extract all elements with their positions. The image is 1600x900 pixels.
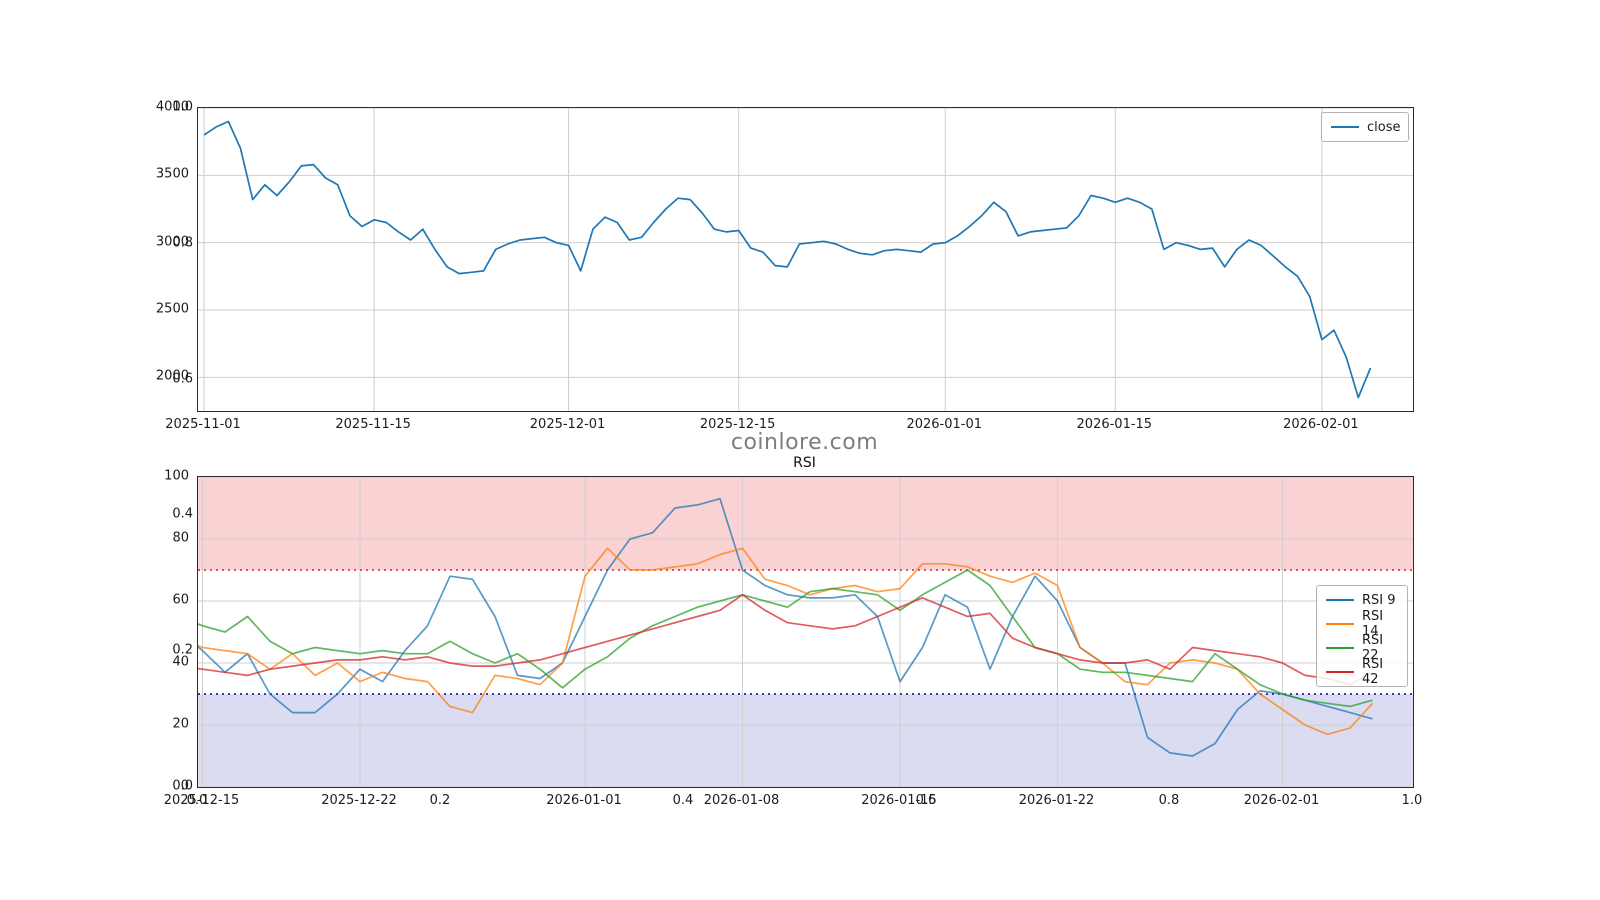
overlay-y-tick-label: 0.2 [172, 642, 193, 658]
close-price-chart [197, 107, 1414, 412]
overlay-y-tick-label: 0.4 [172, 506, 193, 522]
x-tick-label: 2026-01-15 [861, 793, 937, 808]
overlay-x-tick-label: 0.4 [672, 793, 694, 808]
y-tick-label: 0 [180, 778, 189, 794]
rsi9-legend-label: RSI 9 [1362, 592, 1396, 608]
watermark: coinlore.com [730, 430, 879, 455]
rsi-chart [197, 476, 1414, 788]
y-tick-label: 80 [172, 530, 189, 546]
rsi-legend: RSI 9 RSI 14 RSI 22 RSI 42 [1316, 585, 1408, 687]
overlay-x-tick-label: 0.6 [915, 793, 937, 808]
y-tick-label: 60 [172, 592, 189, 608]
legend-item-rsi22: RSI 22 [1326, 633, 1398, 663]
rsi42-legend-label: RSI 42 [1362, 657, 1384, 687]
x-tick-label: 2026-02-01 [1283, 417, 1359, 432]
y-tick-label: 100 [164, 468, 189, 484]
overlay-y-tick-label: 0.0 [172, 778, 193, 794]
overlay-x-tick-label: 0.8 [1158, 793, 1180, 808]
rsi14-line-swatch [1326, 623, 1354, 625]
x-tick-label: 2025-12-01 [529, 417, 606, 432]
legend-item-close: close [1331, 117, 1401, 137]
x-tick-label: 2025-12-15 [699, 417, 776, 432]
rsi-chart-title: RSI [793, 455, 816, 471]
rsi22-line-swatch [1326, 647, 1354, 649]
x-tick-label: 2026-01-08 [703, 793, 780, 808]
overlay-y-tick-label: 0.6 [172, 371, 193, 387]
rsi9-line-swatch [1326, 599, 1354, 601]
rsi14-legend-label: RSI 14 [1362, 609, 1384, 639]
legend-item-rsi42: RSI 42 [1326, 657, 1398, 687]
overlay-x-tick-label: 1.0 [1401, 793, 1423, 808]
y-tick-label: 2500 [155, 301, 189, 317]
rsi-plot-area [198, 477, 1413, 787]
y-tick-label: 3500 [155, 166, 189, 182]
close-legend: close [1321, 112, 1409, 142]
overlay-x-tick-label: 0.2 [429, 793, 451, 808]
x-tick-label: 2026-02-01 [1243, 793, 1320, 808]
y-tick-label: 40 [172, 654, 189, 670]
close-price-plot-area [198, 108, 1413, 411]
x-tick-label: 2025-11-15 [335, 417, 411, 432]
x-tick-label: 2026-01-01 [906, 417, 982, 432]
close-line-swatch [1331, 126, 1359, 128]
x-tick-label: 2026-01-22 [1018, 793, 1095, 808]
x-tick-label: 2025-11-01 [165, 417, 241, 432]
y-tick-label: 20 [172, 716, 189, 732]
rsi42-line-swatch [1326, 671, 1354, 673]
x-tick-label: 2025-12-15 [163, 793, 240, 808]
y-tick-label: 3000 [155, 234, 189, 250]
x-tick-label: 2026-01-01 [546, 793, 622, 808]
rsi22-legend-label: RSI 22 [1362, 633, 1384, 663]
overlay-y-tick-label: 1.0 [172, 99, 193, 115]
overlay-x-tick-label: 0.0 [186, 793, 208, 808]
legend-item-rsi14: RSI 14 [1326, 609, 1398, 639]
close-legend-label: close [1367, 119, 1401, 135]
overlay-y-tick-label: 0.8 [172, 235, 193, 251]
x-tick-label: 2025-12-22 [321, 793, 397, 808]
legend-item-rsi9: RSI 9 [1326, 590, 1398, 610]
y-tick-label: 2000 [155, 368, 189, 384]
x-tick-label: 2026-01-15 [1076, 417, 1153, 432]
y-tick-label: 4000 [155, 99, 189, 115]
